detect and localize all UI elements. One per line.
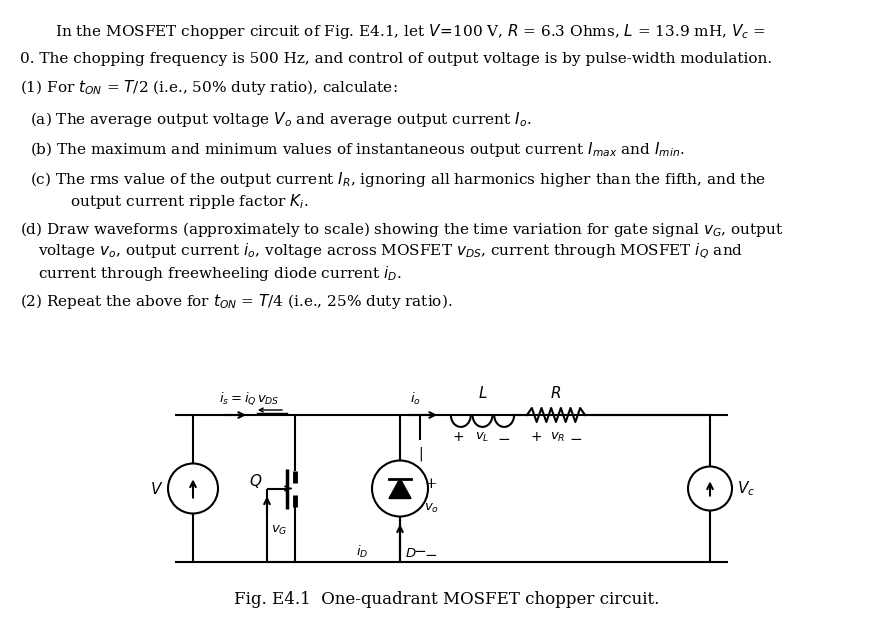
Text: $-$: $-$	[569, 430, 582, 445]
Text: $v_G$: $v_G$	[271, 524, 288, 537]
Text: $-$: $-$	[413, 542, 426, 557]
Text: $R$: $R$	[551, 385, 561, 401]
Text: $v_o$: $v_o$	[424, 502, 439, 515]
Text: $-$: $-$	[497, 430, 510, 445]
Text: voltage $v_o$, output current $i_o$, voltage across MOSFET $v_{DS}$, current thr: voltage $v_o$, output current $i_o$, vol…	[38, 242, 743, 261]
Text: $V$: $V$	[149, 480, 163, 496]
Text: $i_o$: $i_o$	[409, 391, 420, 407]
Text: 0. The chopping frequency is 500 Hz, and control of output voltage is by pulse-w: 0. The chopping frequency is 500 Hz, and…	[20, 52, 772, 66]
Text: $|$: $|$	[417, 445, 423, 463]
Text: +: +	[453, 430, 465, 444]
Text: $L$: $L$	[477, 385, 487, 401]
Text: $i_D$: $i_D$	[356, 544, 368, 560]
Text: current through freewheeling diode current $i_D$.: current through freewheeling diode curre…	[38, 264, 402, 283]
Text: Fig. E4.1  One-quadrant MOSFET chopper circuit.: Fig. E4.1 One-quadrant MOSFET chopper ci…	[234, 591, 660, 608]
Text: $v_L$: $v_L$	[476, 431, 490, 444]
Text: In the MOSFET chopper circuit of Fig. E4.1, let $V\!=\!$100 V, $R$ = 6.3 Ohms, $: In the MOSFET chopper circuit of Fig. E4…	[55, 22, 766, 41]
Text: (b) The maximum and minimum values of instantaneous output current $I_{max}$ and: (b) The maximum and minimum values of in…	[30, 140, 685, 159]
Text: +: +	[424, 477, 437, 490]
Text: $V_c$: $V_c$	[737, 479, 755, 498]
Text: +: +	[530, 430, 542, 444]
Text: $v_R$: $v_R$	[551, 431, 566, 444]
Text: (2) Repeat the above for $t_{ON}$ = $T$/4 (i.e., 25% duty ratio).: (2) Repeat the above for $t_{ON}$ = $T$/…	[20, 292, 452, 311]
Text: $D$: $D$	[405, 547, 417, 560]
Text: $-$: $-$	[424, 547, 437, 561]
Text: $v_{DS}$: $v_{DS}$	[257, 394, 280, 407]
Text: (d) Draw waveforms (approximately to scale) showing the time variation for gate : (d) Draw waveforms (approximately to sca…	[20, 220, 783, 239]
Polygon shape	[389, 478, 411, 498]
Text: (c) The rms value of the output current $I_R$, ignoring all harmonics higher tha: (c) The rms value of the output current …	[30, 170, 766, 189]
Text: (1) For $t_{ON}$ = $T$/2 (i.e., 50% duty ratio), calculate:: (1) For $t_{ON}$ = $T$/2 (i.e., 50% duty…	[20, 78, 398, 97]
Text: output current ripple factor $K_i$.: output current ripple factor $K_i$.	[70, 192, 308, 211]
Text: $Q$: $Q$	[249, 472, 262, 490]
Text: $i_s = i_Q$: $i_s = i_Q$	[219, 391, 257, 407]
Text: (a) The average output voltage $V_o$ and average output current $I_o$.: (a) The average output voltage $V_o$ and…	[30, 110, 532, 129]
